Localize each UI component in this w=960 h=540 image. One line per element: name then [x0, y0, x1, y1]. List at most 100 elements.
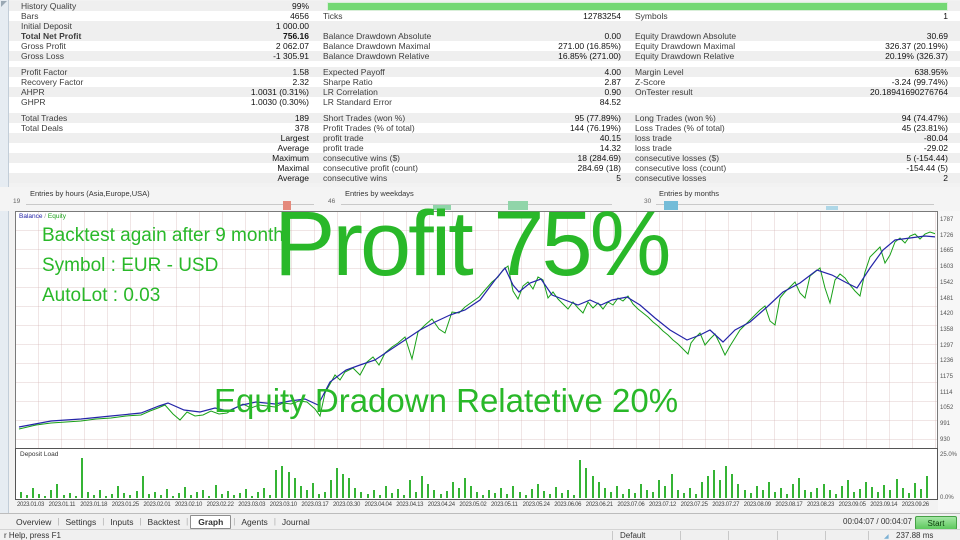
- date-label: 2023.07.12: [649, 502, 677, 508]
- date-label: 2023.09.26: [901, 502, 929, 508]
- balance-equity-chart[interactable]: Balance / Equity Backtest again after 9 …: [15, 198, 938, 449]
- chart-date-axis: 2023.01.03 2023.01.11 2023.01.18 2023.01.25…: [15, 501, 945, 513]
- tab-backtest[interactable]: Backtest: [147, 516, 181, 527]
- deposit-bar: [74, 496, 77, 498]
- deposit-bar: [184, 487, 187, 498]
- deposit-bar: [378, 495, 381, 498]
- deposit-bar: [396, 489, 399, 498]
- deposit-bar: [901, 488, 904, 498]
- stats-cell: Margin Level 638.95%: [621, 67, 960, 77]
- stat-value: 16.85% (271.00): [558, 51, 621, 61]
- deposit-bar: [311, 483, 314, 498]
- stats-cell: History Quality 99%: [9, 1, 309, 11]
- stats-cell: Largest: [9, 133, 309, 143]
- stat-label: Equity Drawdown Maximal: [635, 41, 736, 51]
- date-label: 2023.02.10: [175, 502, 203, 508]
- start-button[interactable]: Start: [915, 516, 957, 530]
- deposit-bar: [664, 486, 667, 498]
- stats-cell: consecutive wins ($) 18 (284.69): [309, 153, 621, 163]
- tab-journal[interactable]: Journal: [281, 516, 310, 527]
- mini-chart-title-1: Entries by weekdays: [345, 189, 414, 198]
- stats-cell: Total Net Profit 756.16: [9, 31, 309, 41]
- deposit-bar: [555, 487, 558, 498]
- deposit-bar: [147, 494, 150, 498]
- tab-overview[interactable]: Overview: [16, 516, 52, 527]
- deposit-bar: [530, 489, 533, 498]
- ping-latency: 237.88 ms: [896, 531, 934, 540]
- stat-value: 189: [294, 113, 309, 123]
- deposit-bar: [141, 476, 144, 498]
- deposit-bar: [342, 474, 345, 498]
- deposit-bar: [615, 486, 618, 498]
- tab-graph[interactable]: Graph: [190, 514, 232, 529]
- stat-label: Balance Drawdown Relative: [323, 51, 430, 61]
- mini-chart-axis-0: [26, 204, 314, 205]
- deposit-load-label: Deposit Load: [20, 451, 59, 458]
- stats-row: GHPR 1.0030 (0.30%) LR Standard Error 84.52: [9, 97, 960, 107]
- stat-label: profit trade: [323, 143, 364, 153]
- stat-label: consecutive losses: [635, 173, 707, 183]
- tab-inputs[interactable]: Inputs: [110, 516, 134, 527]
- stats-cell: Gross Loss -1 305.91: [9, 51, 309, 61]
- deposit-bar: [634, 493, 637, 498]
- stat-value: Maximum: [272, 153, 309, 163]
- deposit-bar: [44, 496, 47, 498]
- tab-settings[interactable]: Settings: [65, 516, 97, 527]
- deposit-bar: [773, 492, 776, 498]
- stat-value: -29.02: [923, 143, 948, 153]
- stat-label: LR Correlation: [323, 87, 378, 97]
- deposit-bar: [883, 485, 886, 498]
- stats-cell: Short Trades (won %) 95 (77.89%): [309, 113, 621, 123]
- stat-label: AHPR: [21, 87, 45, 97]
- stat-value: Maximal: [277, 163, 309, 173]
- deposit-bar: [743, 490, 746, 498]
- stat-label: Balance Drawdown Maximal: [323, 41, 431, 51]
- deposit-bar: [561, 493, 564, 498]
- deposit-bar: [640, 484, 643, 498]
- deposit-bar: [628, 489, 630, 498]
- stats-cell: Z-Score -3.24 (99.74%): [621, 77, 960, 87]
- deposit-bar: [907, 493, 910, 498]
- deposit-bar: [421, 476, 424, 498]
- stats-cell: Equity Drawdown Absolute 30.69: [621, 31, 960, 41]
- stat-label: Gross Profit: [21, 41, 66, 51]
- stats-cell: loss trade -80.04: [621, 133, 960, 143]
- legend-equity: Equity: [47, 213, 66, 220]
- stats-cell: Profit Trades (% of total) 144 (76.19%): [309, 123, 621, 133]
- stats-cell: Loss Trades (% of total) 45 (23.81%): [621, 123, 960, 133]
- deposit-bar: [846, 480, 849, 498]
- y-axis-label: 1175: [940, 374, 953, 380]
- stats-cell: Balance Drawdown Relative 16.85% (271.00): [309, 51, 621, 61]
- deposit-bar: [767, 482, 770, 498]
- deposit-bar: [244, 489, 247, 498]
- tab-agents[interactable]: Agents: [241, 516, 268, 527]
- mini-chart-axis-1: [341, 204, 612, 205]
- deposit-bar: [694, 494, 697, 498]
- tab-separator: |: [273, 517, 276, 526]
- deposit-bar: [336, 468, 339, 498]
- deposit-bar: [366, 494, 369, 498]
- stat-value: 1.0031 (0.31%): [250, 87, 309, 97]
- deposit-bar: [251, 496, 254, 498]
- status-divider: [868, 531, 869, 540]
- deposit-bar: [50, 490, 53, 498]
- stats-cell: Balance Drawdown Absolute 0.00: [309, 31, 621, 41]
- stat-value: 5 (-154.44): [906, 153, 948, 163]
- stats-cell: Ticks 12783254: [309, 11, 621, 21]
- deposit-bar: [56, 484, 59, 498]
- date-label: 2023.03.03: [238, 502, 266, 508]
- stat-label: consecutive wins: [323, 173, 388, 183]
- stats-cell: Equity Drawdown Maximal 326.37 (20.19%): [621, 41, 960, 51]
- deposit-load-panel: Deposit Load: [15, 448, 938, 500]
- y-axis-label: 1726: [940, 232, 954, 239]
- stat-value: 84.52: [599, 97, 621, 107]
- stats-cell: Profit Factor 1.58: [9, 67, 309, 77]
- deposit-bar: [913, 483, 916, 498]
- y-axis-label: 1297: [940, 342, 954, 349]
- stat-label: Equity Drawdown Relative: [635, 51, 735, 61]
- profile-name[interactable]: Default: [620, 531, 646, 540]
- stat-value: -154.44 (5): [906, 163, 948, 173]
- stat-label: History Quality: [21, 1, 77, 11]
- stat-label: Bars: [21, 11, 39, 21]
- stat-label: Profit Trades (% of total): [323, 123, 415, 133]
